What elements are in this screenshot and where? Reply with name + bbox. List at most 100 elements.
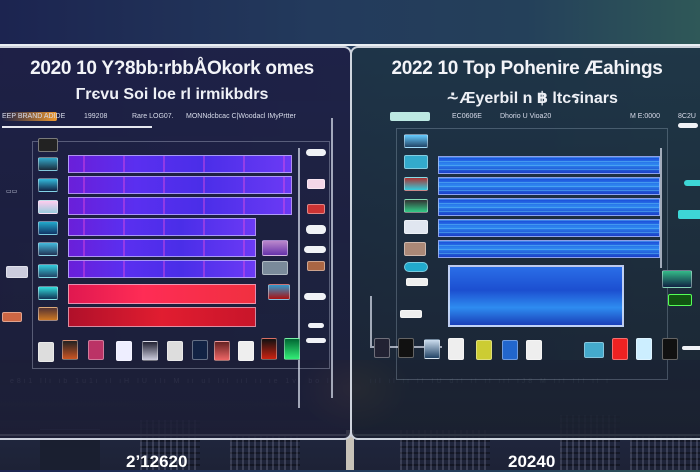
label-pill [304,246,326,253]
item-thumbnail [38,221,58,235]
left-year-label: 2ʼ12620 [126,452,188,471]
side-label: ▭▭ [6,189,18,195]
left-column-header-1: EEP BRAND ADIDE [2,113,66,120]
left-column-header-3: Rare LOG07. [132,113,174,120]
item-thumbnail [404,220,428,234]
item-thumbnail [38,264,58,278]
app-icon [398,338,414,358]
left-column-header-2: 199208 [84,113,108,120]
app-icon [448,338,464,360]
right-chart-panel: 2022 10 Top Pohenire Æahings ⩪Æyerbil n … [350,46,700,471]
item-thumbnail [262,261,288,275]
app-icon [502,340,518,360]
item-thumbnail [404,199,428,213]
app-icon [167,341,183,361]
label-pill [684,180,700,186]
app-icon [584,342,604,358]
right-chart-subtitle: ⩪Æyerbil n ฿ ltcรinars [446,90,618,107]
tower [346,430,354,470]
item-thumbnail [38,138,58,152]
bar-rank-3 [438,198,660,216]
item-thumbnail [307,179,325,189]
app-icon [62,340,78,360]
item-thumbnail [38,157,58,171]
building [230,435,300,470]
bar-rank-4 [438,219,660,237]
app-icon [116,341,132,361]
item-thumbnail [406,278,428,286]
axis-line [370,296,372,346]
app-icon [374,338,390,358]
app-icon [238,341,254,361]
right-column-header-2: Dhorio U Vioa20 [500,113,552,120]
app-icon [476,340,492,360]
item-thumbnail [2,312,22,322]
bar-rank-7 [68,284,256,304]
bar-rank-2 [438,177,660,195]
item-thumbnail [662,270,692,288]
left-column-header-4: MONNdcbcac C|Woodacl IMyPrtter [186,113,296,120]
app-icon [424,339,440,359]
label-pill [678,210,700,219]
label-pill [306,338,326,343]
item-thumbnail [404,262,428,272]
top-divider [0,44,700,46]
right-plot-area [396,128,668,380]
app-icon [214,341,230,361]
item-thumbnail [668,294,692,306]
app-icon [526,340,542,360]
left-chart-panel: 2020 10 Y?8bb:rbbÅOkork omes Γrєvu Soi l… [0,46,352,471]
bar-rank-6 [448,265,624,327]
axis-line [331,118,333,398]
right-column-header-1: EC0606E [452,113,482,120]
bar-rank-5 [68,239,256,257]
app-icon [142,341,158,361]
item-thumbnail [6,266,28,278]
app-icon [636,338,652,360]
label-pill [678,123,698,128]
axis-line [298,148,300,408]
app-icon [88,340,104,360]
building [630,435,700,470]
right-column-header-4: 8C2U [678,113,696,120]
item-thumbnail [404,242,426,256]
label-pill [306,225,326,234]
item-thumbnail [404,155,428,169]
item-thumbnail [404,134,428,148]
right-chart-title: 2022 10 Top Pohenire Æahings [391,58,663,79]
app-icon [612,338,628,360]
item-thumbnail [38,307,58,321]
label-pill [682,346,700,350]
bar-rank-4 [68,218,256,236]
right-year-label: 20240 [508,452,556,471]
item-thumbnail [307,261,325,271]
label-pill [308,323,324,328]
left-chart-subtitle: Γrєvu Soi loe rl irmikbdrs [75,86,269,103]
bar-rank-3 [68,197,292,215]
label-pill [304,293,326,300]
header-chip [390,112,430,121]
bar-rank-5 [438,240,660,258]
item-thumbnail [404,177,428,191]
item-thumbnail [38,178,58,192]
bar-rank-8 [68,307,256,327]
app-icon [38,342,54,362]
label-pill [306,149,326,156]
item-thumbnail [38,200,58,214]
item-thumbnail [38,286,58,300]
left-chart-title: 2020 10 Y?8bb:rbbÅOkork omes [30,58,314,79]
progress-line [2,126,152,128]
item-thumbnail [262,240,288,256]
item-thumbnail [38,242,58,256]
app-icon [261,338,277,360]
right-column-header-3: M E:0000 [630,113,660,120]
left-plot-area [32,141,330,369]
bar-rank-6 [68,260,256,278]
bar-rank-1 [68,155,292,173]
app-icon [662,338,678,360]
bar-rank-2 [68,176,292,194]
app-icon [192,340,208,360]
app-icon [284,338,300,360]
item-thumbnail [268,284,290,300]
axis-line [660,148,662,268]
